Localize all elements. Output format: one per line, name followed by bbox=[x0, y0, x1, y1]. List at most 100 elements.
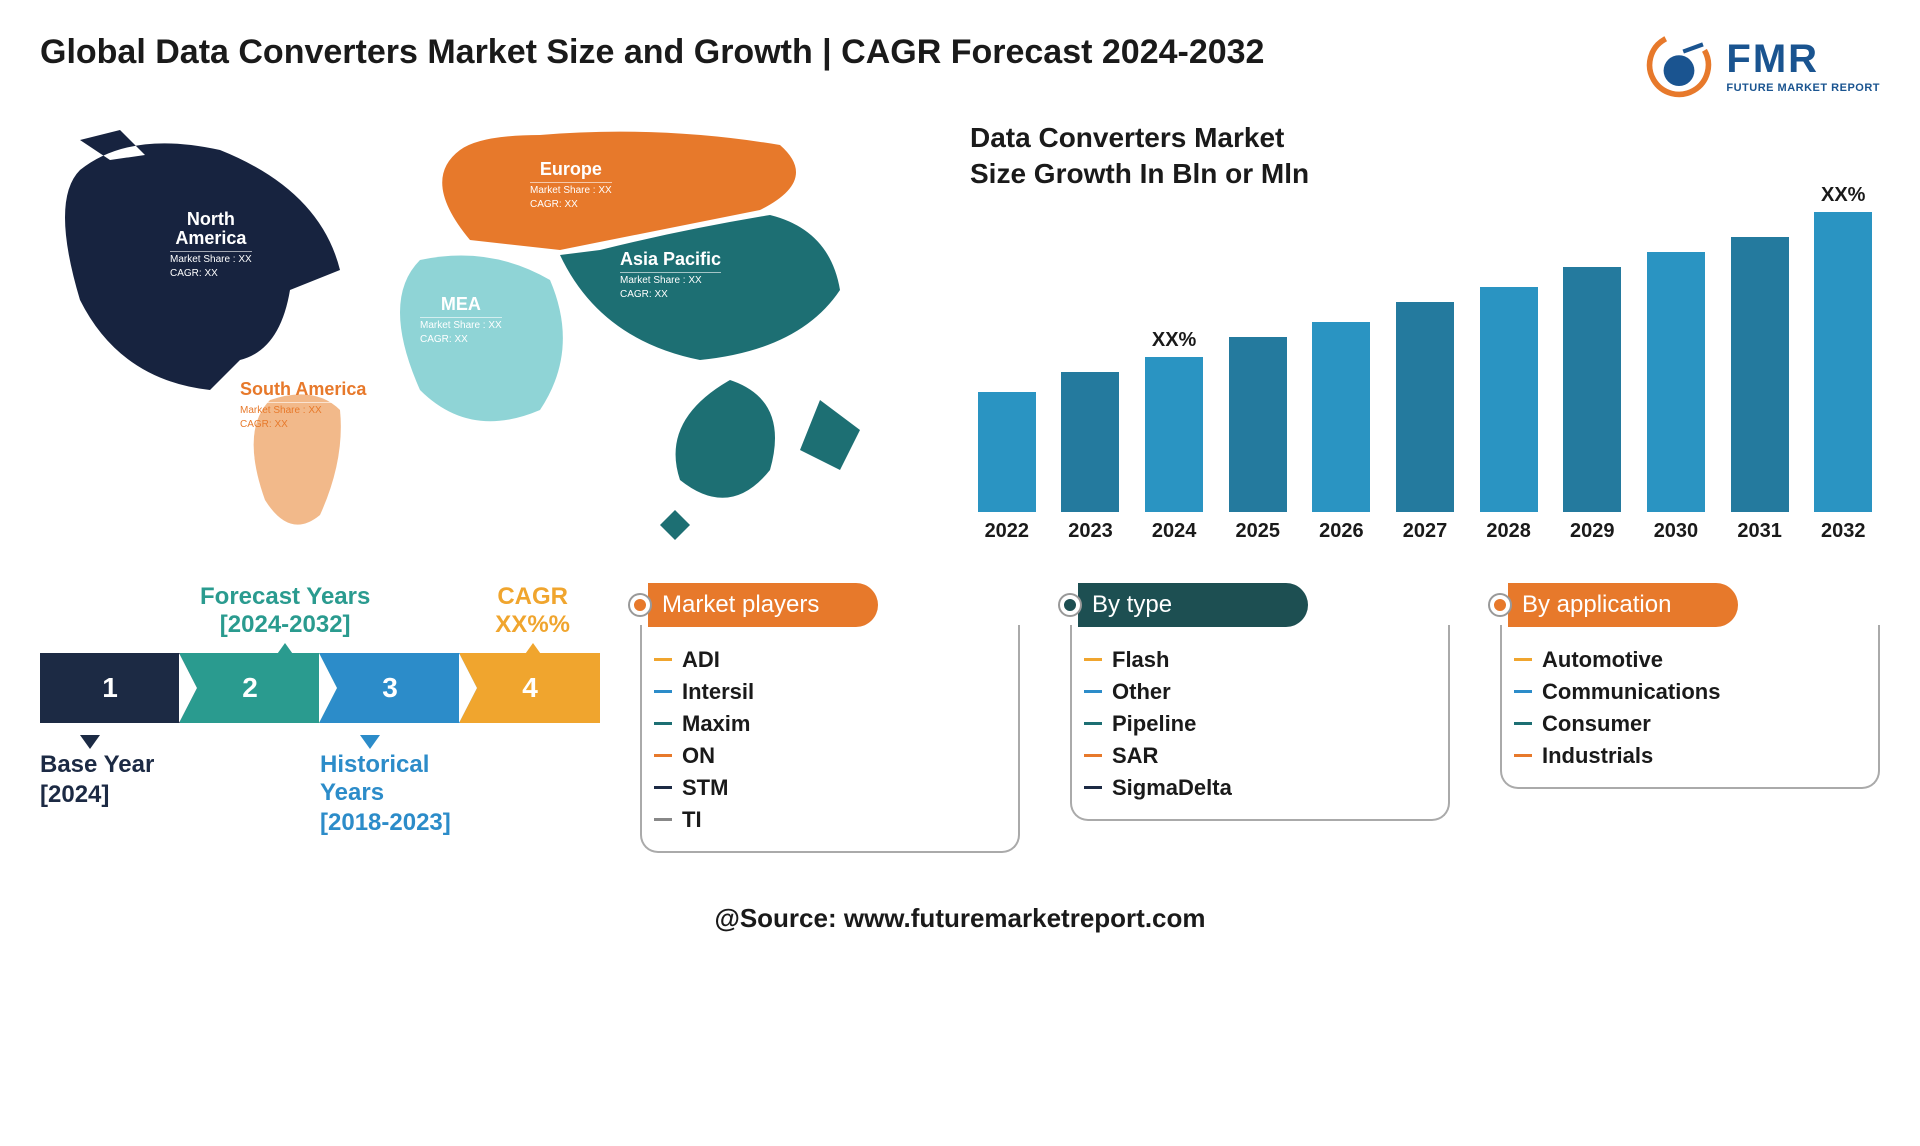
category-item-label: Pipeline bbox=[1112, 711, 1196, 737]
region-cagr: CAGR: XX bbox=[420, 334, 502, 345]
base-year-label: Base Year [2024] bbox=[40, 733, 180, 837]
bar-2027: 2027 bbox=[1388, 302, 1462, 543]
category-item-label: ADI bbox=[682, 647, 720, 673]
category-list: AutomotiveCommunicationsConsumerIndustri… bbox=[1514, 647, 1868, 769]
category-panel-0: Market playersADIIntersilMaximONSTMTI bbox=[630, 583, 1020, 853]
bar-2022: 2022 bbox=[970, 392, 1044, 543]
category-item: SAR bbox=[1084, 743, 1438, 769]
tick-icon bbox=[654, 786, 672, 789]
bar-rect bbox=[1145, 357, 1203, 512]
bar-rect bbox=[1647, 252, 1705, 512]
bar-rect bbox=[978, 392, 1036, 512]
tick-icon bbox=[654, 754, 672, 757]
region-label-ap: Asia Pacific Market Share : XX CAGR: XX bbox=[620, 250, 721, 300]
category-item: Flash bbox=[1084, 647, 1438, 673]
bar-2023: 2023 bbox=[1054, 372, 1128, 543]
category-pill: By application bbox=[1508, 583, 1738, 627]
region-cagr: CAGR: XX bbox=[530, 199, 612, 210]
category-list: Flash Other Pipeline SAR SigmaDelta bbox=[1084, 647, 1438, 801]
fmr-logo: FMR FUTURE MARKET REPORT bbox=[1644, 30, 1880, 100]
historical-years-label: Historical Years [2018-2023] bbox=[320, 733, 460, 837]
cagr-text: CAGR bbox=[495, 583, 570, 611]
region-name: Europe bbox=[530, 160, 612, 179]
region-cagr: CAGR: XX bbox=[170, 268, 252, 279]
cagr-label: CAGR XX%% bbox=[495, 583, 570, 657]
historical-years-range: [2018-2023] bbox=[320, 809, 460, 837]
timeline-panel: Forecast Years [2024-2032] CAGR XX%% 123… bbox=[40, 583, 600, 837]
region-cagr: CAGR: XX bbox=[620, 289, 721, 300]
category-item-label: Communications bbox=[1542, 679, 1720, 705]
bar-year-label: 2022 bbox=[985, 520, 1030, 543]
timeline-seg-4: 4 bbox=[460, 653, 600, 723]
region-name: Asia Pacific bbox=[620, 250, 721, 269]
bar-year-label: 2024 bbox=[1152, 520, 1197, 543]
region-label-na: North AmericaMarket Share : XXCAGR: XX bbox=[170, 210, 252, 279]
categories-row: Market playersADIIntersilMaximONSTMTIBy … bbox=[630, 583, 1880, 853]
category-item: ON bbox=[654, 743, 1008, 769]
category-item-label: Intersil bbox=[682, 679, 754, 705]
bar-chart-title: Data Converters Market Size Growth In Bl… bbox=[970, 120, 1310, 193]
bar-year-label: 2027 bbox=[1403, 520, 1448, 543]
category-item-label: Consumer bbox=[1542, 711, 1651, 737]
category-item: Communications bbox=[1514, 679, 1868, 705]
region-share: Market Share : XX bbox=[240, 402, 366, 416]
category-item: Maxim bbox=[654, 711, 1008, 737]
timeline-seg-1: 1 bbox=[40, 653, 180, 723]
timeline-seg-2: 2 bbox=[180, 653, 320, 723]
bar-year-label: 2023 bbox=[1068, 520, 1113, 543]
bar-annotation: XX% bbox=[1152, 329, 1196, 352]
bar-year-label: 2032 bbox=[1821, 520, 1866, 543]
tick-icon bbox=[1084, 722, 1102, 725]
category-header: By application bbox=[1490, 583, 1880, 627]
category-list: ADI Intersil Maxim ON STM TI bbox=[654, 647, 1008, 833]
timeline-bar: 1234 bbox=[40, 653, 600, 723]
bar-year-label: 2028 bbox=[1486, 520, 1531, 543]
region-share: Market Share : XX bbox=[620, 272, 721, 286]
tick-icon bbox=[1084, 786, 1102, 789]
bar-rect bbox=[1480, 287, 1538, 512]
bar-chart-panel: Data Converters Market Size Growth In Bl… bbox=[970, 120, 1880, 543]
bar-2028: 2028 bbox=[1472, 287, 1546, 543]
forecast-years-label: Forecast Years [2024-2032] bbox=[200, 583, 370, 657]
tick-icon bbox=[654, 818, 672, 821]
triangle-down-icon bbox=[360, 735, 380, 749]
bottom-row: Forecast Years [2024-2032] CAGR XX%% 123… bbox=[40, 583, 1880, 853]
bar-year-label: 2029 bbox=[1570, 520, 1615, 543]
category-panel-2: By applicationAutomotiveCommunicationsCo… bbox=[1490, 583, 1880, 853]
tick-icon bbox=[1084, 690, 1102, 693]
category-item: Industrials bbox=[1514, 743, 1868, 769]
category-item: STM bbox=[654, 775, 1008, 801]
category-bracket: ADI Intersil Maxim ON STM TI bbox=[640, 635, 1020, 853]
timeline-spacer bbox=[460, 733, 600, 837]
tick-icon bbox=[654, 690, 672, 693]
bar-chart-bars: 20222023XX%20242025202620272028202920302… bbox=[970, 213, 1880, 543]
tick-icon bbox=[1084, 754, 1102, 757]
forecast-years-text: Forecast Years bbox=[200, 583, 370, 611]
category-item-label: Other bbox=[1112, 679, 1171, 705]
region-name: South America bbox=[240, 380, 366, 399]
category-item: ADI bbox=[654, 647, 1008, 673]
base-year-text: Base Year bbox=[40, 751, 180, 779]
page-title: Global Data Converters Market Size and G… bbox=[40, 30, 1264, 74]
header: Global Data Converters Market Size and G… bbox=[40, 30, 1880, 100]
base-year-range: [2024] bbox=[40, 781, 180, 809]
category-item-label: SAR bbox=[1112, 743, 1158, 769]
logo-text-sub: FUTURE MARKET REPORT bbox=[1726, 82, 1880, 94]
region-label-sa: South AmericaMarket Share : XXCAGR: XX bbox=[240, 380, 366, 430]
tick-icon bbox=[1514, 722, 1532, 725]
category-item: TI bbox=[654, 807, 1008, 833]
tick-icon bbox=[1514, 690, 1532, 693]
historical-years-text: Historical Years bbox=[320, 751, 460, 807]
region-share: Market Share : XX bbox=[170, 251, 252, 265]
triangle-down-icon bbox=[80, 735, 100, 749]
category-item: SigmaDelta bbox=[1084, 775, 1438, 801]
region-name: MEA bbox=[420, 295, 502, 314]
bar-2026: 2026 bbox=[1305, 322, 1379, 543]
region-share: Market Share : XX bbox=[530, 182, 612, 196]
source-attribution: @Source: www.futuremarketreport.com bbox=[40, 903, 1880, 934]
bar-rect bbox=[1229, 337, 1287, 512]
category-item: Pipeline bbox=[1084, 711, 1438, 737]
tick-icon bbox=[654, 722, 672, 725]
bar-2024: XX%2024 bbox=[1137, 357, 1211, 543]
bar-year-label: 2025 bbox=[1235, 520, 1280, 543]
